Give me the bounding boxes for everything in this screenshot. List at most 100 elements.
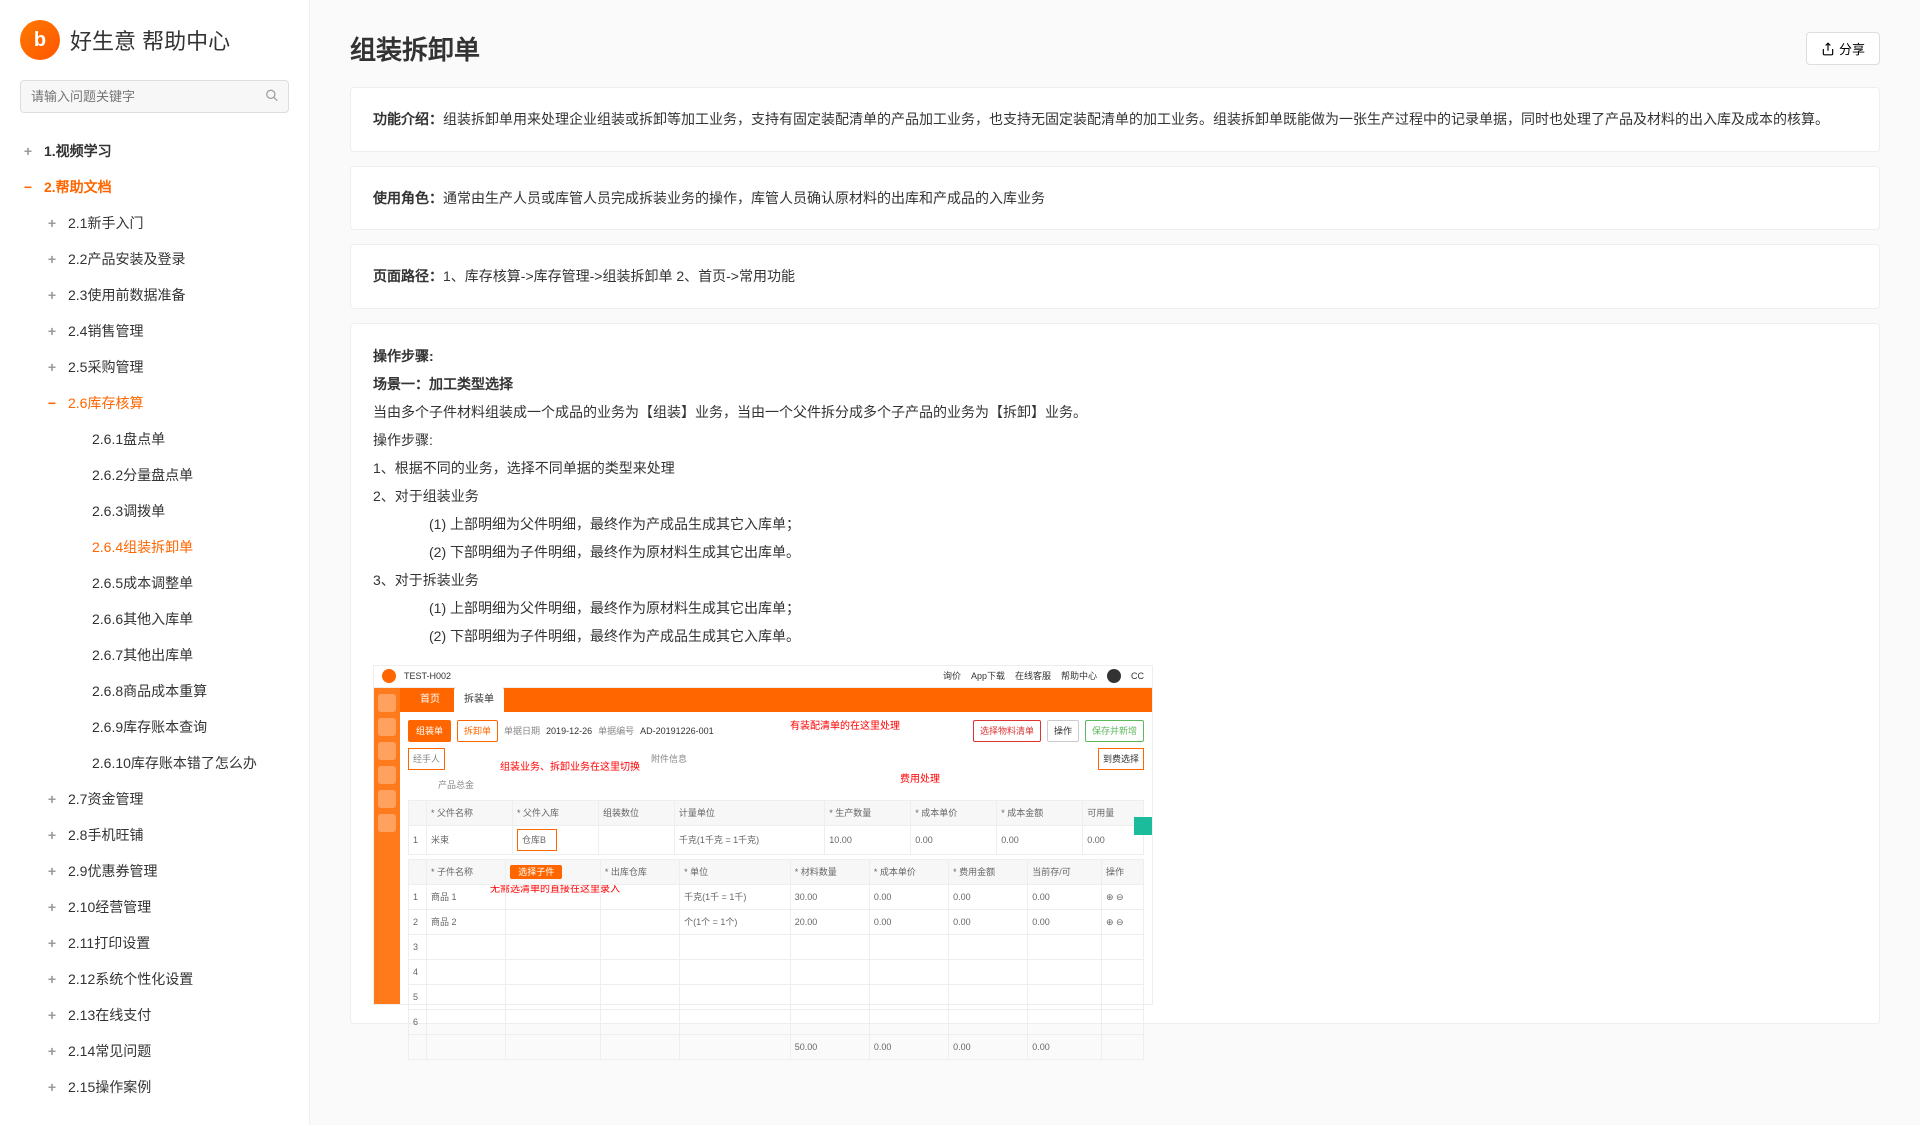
plus-icon [44,323,60,339]
nav-2-6-6[interactable]: 2.6.6其他入库单 [92,601,289,637]
main-content: 组装拆卸单 分享 功能介绍：组装拆卸单用来处理企业组装或拆卸等加工业务，支持有固… [310,0,1920,1125]
role-label: 使用角色： [373,190,443,206]
nav-2-6[interactable]: 2.6库存核算 [44,385,289,421]
ops-label: 操作步骤: [373,426,1857,454]
sp-btn-redsel: 选择物料清单 [973,720,1041,742]
plus-icon [44,863,60,879]
nav-2-2[interactable]: 2.2产品安装及登录 [44,241,289,277]
sp-tab-doc: 拆装单 [454,687,504,713]
nav-2-6-9[interactable]: 2.6.9库存账本查询 [92,709,289,745]
nav-2-14[interactable]: 2.14常见问题 [44,1033,289,1069]
plus-icon [44,971,60,987]
intro-label: 功能介绍： [373,111,443,127]
nav-video[interactable]: 1.视频学习 [20,133,289,169]
sp-anno2: 组装业务、拆卸业务在这里切换 [500,758,640,778]
sp-handler-label: 经手人 [408,748,445,770]
nav-2-6-4[interactable]: 2.6.4组装拆卸单 [92,529,289,565]
step2: 2、对于组装业务 [373,482,1857,510]
sp-green-icon [1134,817,1152,835]
sp-parent-table: * 父件名称* 父件入库组装数位计量单位* 生产数量* 成本单价* 成本金额可用… [408,800,1144,855]
nav-2-9[interactable]: 2.9优惠券管理 [44,853,289,889]
plus-icon [44,935,60,951]
nav-2-6-5[interactable]: 2.6.5成本调整单 [92,565,289,601]
nav-2-6-8[interactable]: 2.6.8商品成本重算 [92,673,289,709]
sp-sidebar [374,688,400,1004]
intro-text: 组装拆卸单用来处理企业组装或拆卸等加工业务，支持有固定装配清单的产品加工业务，也… [443,111,1829,127]
sp-nav-icon [378,814,396,832]
plus-icon [44,359,60,375]
nav-2-6-2[interactable]: 2.6.2分量盘点单 [92,457,289,493]
step1: 1、根据不同的业务，选择不同单据的类型来处理 [373,454,1857,482]
sp-anno3: 费用处理 [900,770,940,790]
nav-list: 1.视频学习 2.帮助文档 2.1新手入门 2.2产品安装及登录 2.3使用前数… [20,133,289,1105]
sp-btn-save: 保存并新增 [1085,720,1144,742]
sp-doc-val: AD-20191226-001 [640,722,714,740]
sp-nav-icon [378,694,396,712]
step2a: (1) 上部明细为父件明细，最终作为产成品生成其它入库单； [373,510,1857,538]
plus-icon [44,1043,60,1059]
plus-icon [44,827,60,843]
minus-icon [20,179,36,195]
sp-cart: 询价 [943,667,961,685]
plus-icon [44,251,60,267]
plus-icon [44,215,60,231]
search-input[interactable] [20,80,289,113]
nav-2-6-10[interactable]: 2.6.10库存账本错了怎么办 [92,745,289,781]
nav-2-13[interactable]: 2.13在线支付 [44,997,289,1033]
share-icon [1821,42,1835,56]
sp-cost-label: 产品总金 [438,776,474,794]
nav-2-4[interactable]: 2.4销售管理 [44,313,289,349]
step3a: (1) 上部明细为父件明细，最终作为原材料生成其它出库单； [373,594,1857,622]
search-box [20,80,289,113]
sp-tab-home: 首页 [410,687,450,713]
sp-nav-icon [378,790,396,808]
scene1-title: 场景一：加工类型选择 [373,370,1857,398]
sp-header: TEST-H002 询价 App下载 在线客服 帮助中心 CC [374,666,1152,688]
sp-btn-disassembly: 拆卸单 [457,720,498,742]
nav-2-7[interactable]: 2.7资金管理 [44,781,289,817]
nav-2-8[interactable]: 2.8手机旺铺 [44,817,289,853]
nav-2-12[interactable]: 2.12系统个性化设置 [44,961,289,997]
embedded-screenshot: TEST-H002 询价 App下载 在线客服 帮助中心 CC [373,665,1153,1005]
sp-tabs: 首页 拆装单 [400,688,1152,712]
nav-2-5[interactable]: 2.5采购管理 [44,349,289,385]
nav-docs[interactable]: 2.帮助文档 [20,169,289,205]
sp-nav-icon [378,766,396,784]
sp-logo-icon [382,669,396,683]
sp-body: 组装单 拆卸单 单据日期 2019-12-26 单据编号 AD-20191226… [400,712,1152,1004]
nav-2-6-1[interactable]: 2.6.1盘点单 [92,421,289,457]
section-path: 页面路径：1、库存核算->库存管理->组装拆卸单 2、首页->常用功能 [350,244,1880,309]
sp-btn-assembly: 组装单 [408,720,451,742]
nav-2-1[interactable]: 2.1新手入门 [44,205,289,241]
nav-2-15[interactable]: 2.15操作案例 [44,1069,289,1105]
nav-2-10[interactable]: 2.10经营管理 [44,889,289,925]
sp-service: 在线客服 [1015,667,1051,685]
nav-2-3[interactable]: 2.3使用前数据准备 [44,277,289,313]
sp-select-label: 到费选择 [1098,748,1144,770]
sp-attach-label: 附件信息 [651,750,687,768]
sp-btn-ops: 操作 [1047,720,1079,742]
scene1-desc: 当由多个子件材料组装成一个成品的业务为【组装】业务，当由一个父件拆分成多个子产品… [373,398,1857,426]
sp-date-val: 2019-12-26 [546,722,592,740]
plus-icon [44,287,60,303]
sp-help: 帮助中心 [1061,667,1097,685]
logo: b 好生意 帮助中心 [20,20,289,60]
section-role: 使用角色：通常由生产人员或库管人员完成拆装业务的操作，库管人员确认原材料的出库和… [350,166,1880,231]
plus-icon [44,1079,60,1095]
path-text: 1、库存核算->库存管理->组装拆卸单 2、首页->常用功能 [443,268,795,284]
sp-user: CC [1131,667,1144,685]
plus-icon [44,791,60,807]
plus-icon [44,1007,60,1023]
logo-icon: b [20,20,60,60]
share-button[interactable]: 分享 [1806,32,1880,65]
plus-icon [20,143,36,159]
step3: 3、对于拆装业务 [373,566,1857,594]
content-block: 操作步骤: 场景一：加工类型选择 当由多个子件材料组装成一个成品的业务为【组装】… [350,323,1880,1024]
step2b: (2) 下部明细为子件明细，最终作为原材料生成其它出库单。 [373,538,1857,566]
nav-2-6-3[interactable]: 2.6.3调拨单 [92,493,289,529]
nav-2-11[interactable]: 2.11打印设置 [44,925,289,961]
nav-2-6-7[interactable]: 2.6.7其他出库单 [92,637,289,673]
page-header: 组装拆卸单 分享 [350,30,1880,67]
search-icon[interactable] [265,88,279,105]
sp-nav-icon [378,718,396,736]
